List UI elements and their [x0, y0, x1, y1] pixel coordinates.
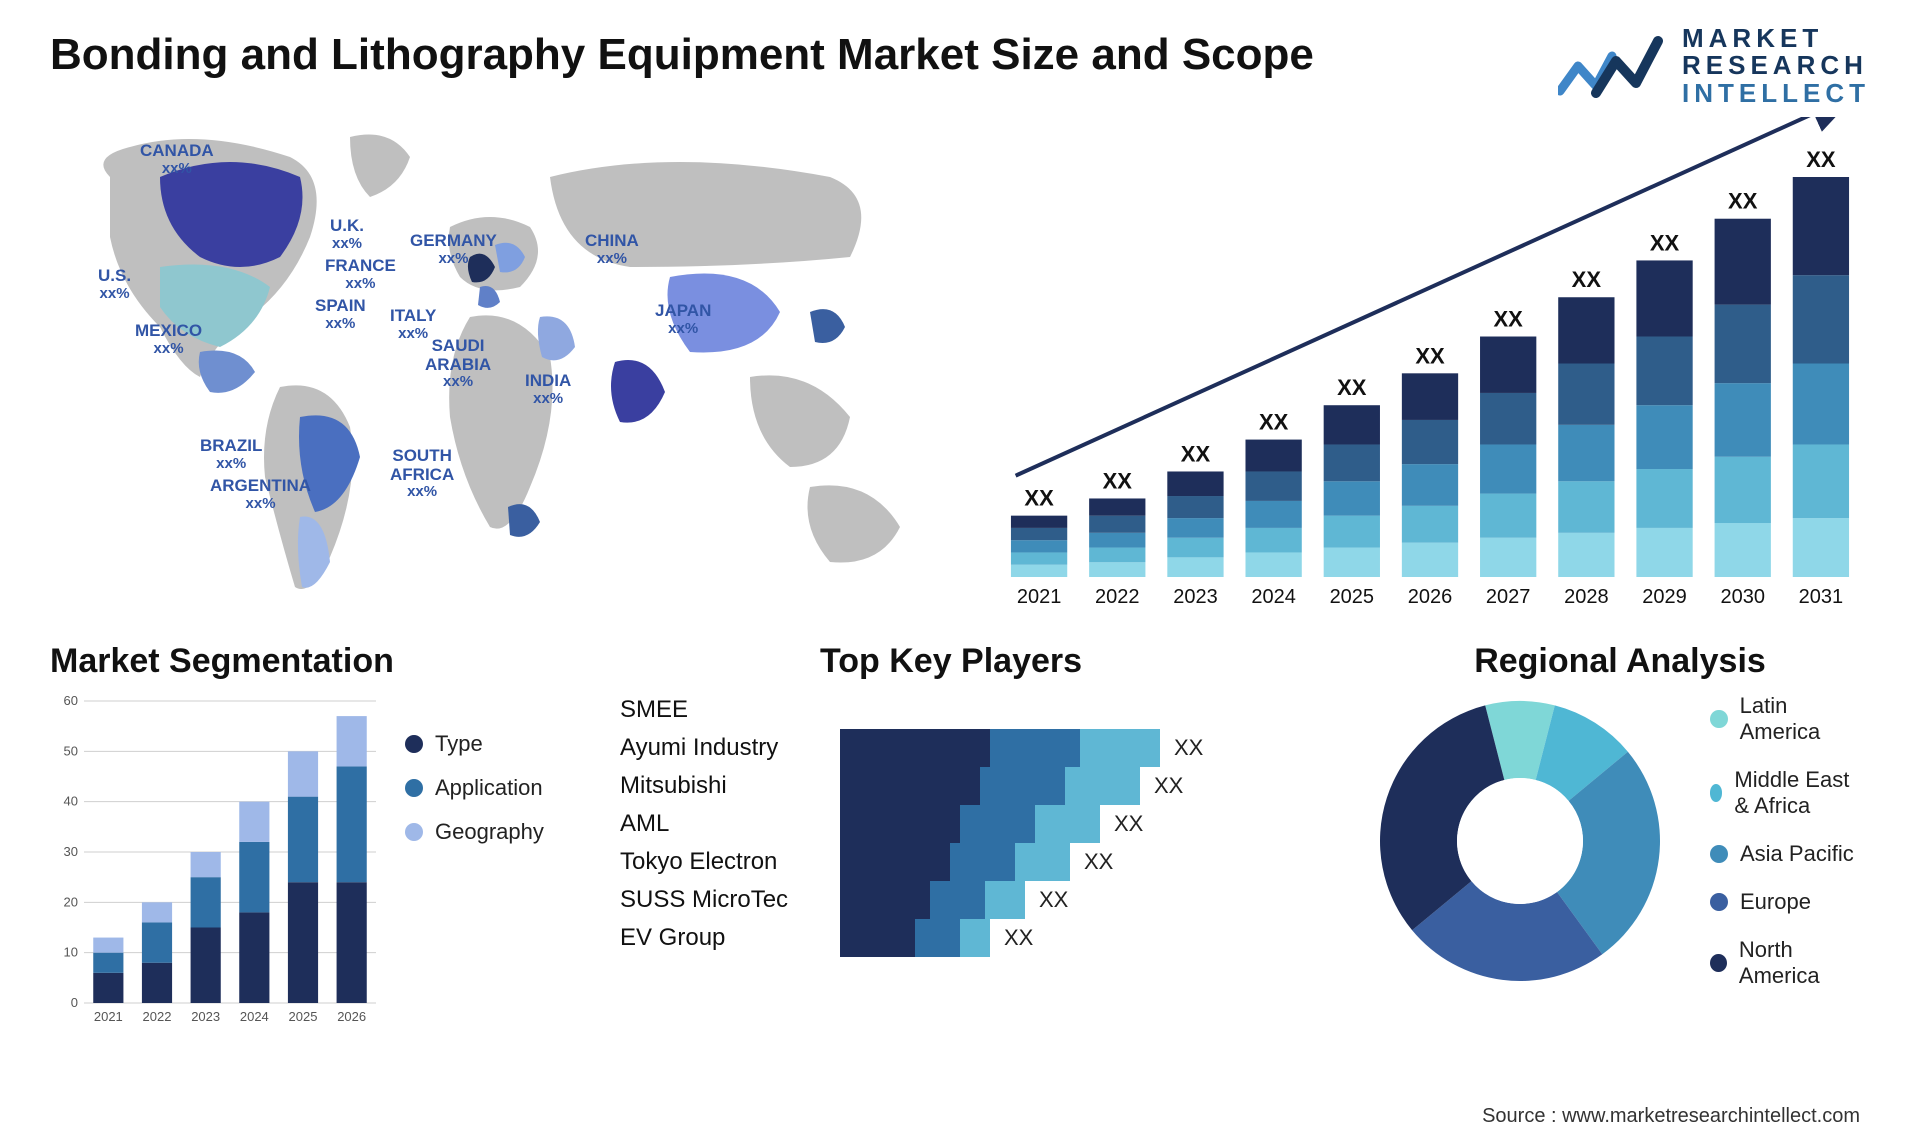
legend-item: North America: [1710, 937, 1870, 989]
player-name: SMEE: [620, 696, 820, 724]
source-attribution: Source : www.marketresearchintellect.com: [1482, 1105, 1860, 1128]
map-country-label: SAUDIARABIAxx%: [425, 337, 491, 391]
segmentation-chart: 0 10 20 30 40 50 60 2021 2022 2023 2024 2025 2026: [50, 691, 380, 1031]
svg-text:2029: 2029: [1642, 586, 1687, 608]
svg-text:30: 30: [64, 844, 78, 859]
players-title: Top Key Players: [620, 642, 1340, 681]
svg-text:2022: 2022: [1095, 586, 1140, 608]
svg-text:XX: XX: [1728, 189, 1758, 214]
map-country-label: ARGENTINAxx%: [210, 477, 311, 512]
svg-text:2026: 2026: [337, 1009, 366, 1024]
svg-text:60: 60: [64, 693, 78, 708]
player-name: Ayumi Industry: [620, 734, 820, 762]
svg-text:2026: 2026: [1408, 586, 1453, 608]
svg-text:2022: 2022: [143, 1009, 172, 1024]
player-bar-row: [840, 691, 1340, 729]
player-bar-row: XX: [840, 767, 1340, 805]
legend-item: Middle East & Africa: [1710, 767, 1870, 819]
map-country-label: CANADAxx%: [140, 142, 214, 177]
map-country-label: U.S.xx%: [98, 267, 131, 302]
world-map: CANADAxx% U.S.xx%MEXICOxx% BRAZILxx% ARGENT…: [50, 117, 950, 617]
svg-text:2024: 2024: [240, 1009, 269, 1024]
player-bar-row: XX: [840, 919, 1340, 957]
svg-text:2024: 2024: [1251, 586, 1296, 608]
svg-text:2021: 2021: [94, 1009, 123, 1024]
player-bar-row: XX: [840, 843, 1340, 881]
svg-text:2021: 2021: [1017, 586, 1062, 608]
map-country-label: CHINAxx%: [585, 232, 639, 267]
svg-text:2031: 2031: [1799, 586, 1844, 608]
logo-mark-icon: [1558, 31, 1668, 101]
regional-title: Regional Analysis: [1370, 642, 1870, 681]
players-bar-list: XXXXXXXXXXXX: [840, 691, 1340, 957]
map-country-label: SPAINxx%: [315, 297, 366, 332]
svg-text:2025: 2025: [1330, 586, 1375, 608]
svg-text:2030: 2030: [1720, 586, 1765, 608]
map-country-label: INDIAxx%: [525, 372, 571, 407]
svg-text:2028: 2028: [1564, 586, 1609, 608]
svg-text:XX: XX: [1259, 409, 1289, 434]
svg-text:XX: XX: [1806, 147, 1836, 172]
svg-text:XX: XX: [1337, 375, 1367, 400]
svg-text:50: 50: [64, 743, 78, 758]
svg-text:2027: 2027: [1486, 586, 1531, 608]
player-name: EV Group: [620, 924, 820, 952]
svg-text:XX: XX: [1103, 468, 1133, 493]
map-country-label: JAPANxx%: [655, 302, 711, 337]
players-name-list: SMEE Ayumi Industry Mitsubishi AML Tokyo Ele…: [620, 691, 820, 957]
brand-logo: MARKET RESEARCH INTELLECT: [1558, 25, 1870, 107]
svg-text:20: 20: [64, 894, 78, 909]
legend-item: Application: [405, 775, 544, 801]
svg-text:10: 10: [64, 945, 78, 960]
legend-item: Geography: [405, 819, 544, 845]
map-country-label: SOUTHAFRICAxx%: [390, 447, 454, 501]
svg-text:XX: XX: [1024, 486, 1054, 511]
map-country-label: FRANCExx%: [325, 257, 396, 292]
growth-bar-chart: XX 2021 XX 2022 XX 2023 XX 2024 XX 2025 XX 2026 XX 20…: [990, 117, 1870, 617]
regional-legend: Latin America Middle East & Africa Asia Pa…: [1710, 693, 1870, 989]
map-country-label: GERMANYxx%: [410, 232, 497, 267]
map-country-label: U.K.xx%: [330, 217, 364, 252]
segmentation-title: Market Segmentation: [50, 642, 590, 681]
player-name: SUSS MicroTec: [620, 886, 820, 914]
svg-text:2023: 2023: [1173, 586, 1218, 608]
map-country-label: BRAZILxx%: [200, 437, 262, 472]
svg-text:2023: 2023: [191, 1009, 220, 1024]
svg-text:0: 0: [71, 995, 78, 1010]
player-name: Tokyo Electron: [620, 848, 820, 876]
player-name: AML: [620, 810, 820, 838]
legend-item: Latin America: [1710, 693, 1870, 745]
map-country-label: MEXICOxx%: [135, 322, 202, 357]
svg-text:40: 40: [64, 794, 78, 809]
legend-item: Europe: [1710, 889, 1870, 915]
svg-text:XX: XX: [1572, 267, 1602, 292]
logo-text: MARKET RESEARCH INTELLECT: [1682, 25, 1870, 107]
regional-donut-chart: [1370, 691, 1670, 991]
svg-text:XX: XX: [1181, 441, 1211, 466]
player-name: Mitsubishi: [620, 772, 820, 800]
player-bar-row: XX: [840, 881, 1340, 919]
svg-text:2025: 2025: [289, 1009, 318, 1024]
svg-text:XX: XX: [1494, 306, 1524, 331]
svg-text:XX: XX: [1415, 343, 1445, 368]
legend-item: Type: [405, 731, 544, 757]
legend-item: Asia Pacific: [1710, 841, 1870, 867]
segmentation-legend: Type Application Geography: [405, 691, 544, 1031]
svg-text:XX: XX: [1650, 230, 1680, 255]
page-title: Bonding and Lithography Equipment Market…: [50, 30, 1314, 80]
player-bar-row: XX: [840, 729, 1340, 767]
player-bar-row: XX: [840, 805, 1340, 843]
